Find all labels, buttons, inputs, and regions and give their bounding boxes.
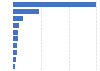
Bar	[13, 23, 19, 28]
Bar	[13, 16, 23, 21]
Bar	[13, 50, 17, 55]
Bar	[13, 57, 16, 62]
Bar	[13, 2, 96, 7]
Bar	[13, 36, 18, 41]
Bar	[13, 30, 18, 35]
Bar	[13, 64, 15, 69]
Bar	[13, 9, 39, 14]
Bar	[13, 43, 17, 48]
